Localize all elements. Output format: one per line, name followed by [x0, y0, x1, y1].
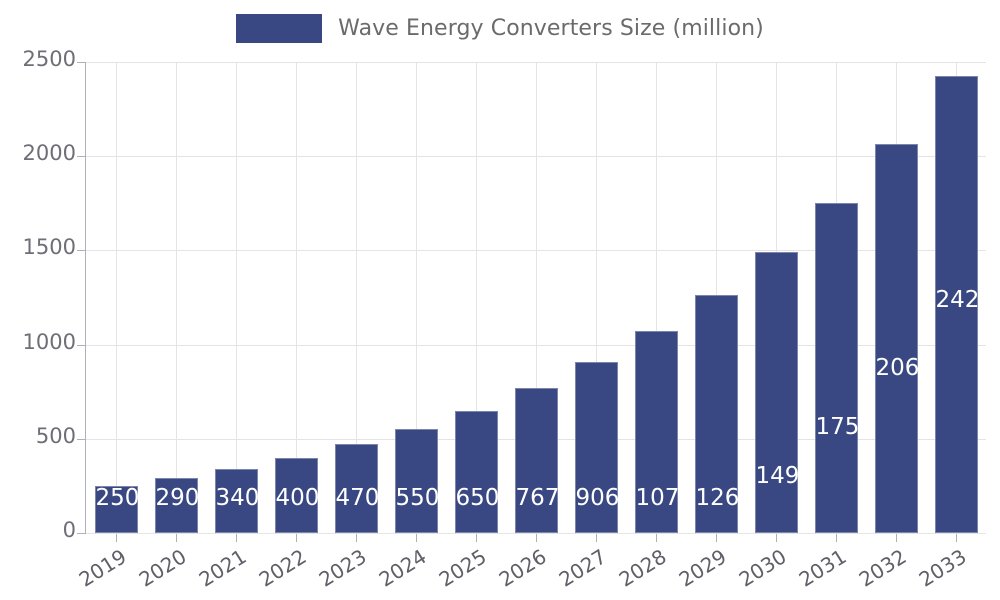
y-axis-tick-label: 2000: [22, 141, 76, 166]
bar[interactable]: [334, 444, 378, 533]
bar-value-label: 400: [275, 485, 320, 511]
x-axis-tick-mark: [596, 534, 597, 542]
x-axis-tick-label: 2028: [614, 544, 671, 592]
x-axis-tick-mark: [716, 534, 717, 542]
x-axis-tick-mark: [416, 534, 417, 542]
x-axis-tick-label: 2024: [374, 544, 431, 592]
gridline-vertical: [176, 62, 177, 533]
x-axis-tick-mark: [116, 534, 117, 542]
legend-label-wave-energy-converters-size: Wave Energy Converters Size (million): [338, 15, 764, 41]
x-axis-tick-label: 2023: [314, 544, 371, 592]
gridline-horizontal: [86, 533, 986, 534]
y-axis-tick-label: 1000: [22, 329, 76, 354]
bar[interactable]: [934, 75, 978, 533]
y-axis-tick-label: 2500: [22, 47, 76, 71]
x-axis-tick-mark: [476, 534, 477, 542]
gridline-vertical: [116, 62, 117, 533]
x-axis-tick-label: 2031: [794, 544, 851, 592]
x-axis-tick-mark: [236, 534, 237, 542]
bar-value-label: 906: [575, 485, 620, 511]
bar[interactable]: [394, 429, 438, 533]
y-axis-tick-mark: [77, 344, 85, 346]
bar-value-label: 470: [335, 485, 380, 511]
x-axis-tick-mark: [356, 534, 357, 542]
gridline-vertical: [236, 62, 237, 533]
gridline-vertical: [476, 62, 477, 533]
bar-value-label: 2065: [875, 354, 935, 381]
bar[interactable]: [754, 252, 798, 533]
y-axis-tick-mark: [77, 438, 85, 440]
bar[interactable]: [514, 388, 558, 533]
gridline-vertical: [596, 62, 597, 533]
x-axis-tick-label: 2025: [434, 544, 491, 592]
bar[interactable]: [574, 362, 618, 533]
x-axis-tick-mark: [296, 534, 297, 542]
y-axis-tick-label: 500: [35, 423, 76, 448]
gridline-vertical: [296, 62, 297, 533]
bar[interactable]: [154, 478, 198, 533]
bar[interactable]: [694, 294, 738, 533]
bar-value-label: 250: [95, 485, 140, 511]
x-axis-tick-label: 2029: [674, 544, 731, 592]
bar[interactable]: [874, 143, 918, 533]
bar[interactable]: [814, 202, 858, 533]
bar-value-label: 650: [455, 485, 500, 511]
bar-value-label: 550: [395, 485, 440, 511]
x-axis-tick-label: 2019: [74, 544, 131, 592]
bar-value-label: 1265: [695, 485, 755, 511]
bar[interactable]: [274, 457, 318, 533]
bar-value-label: 1071: [635, 485, 695, 511]
gridline-vertical: [536, 62, 537, 533]
y-axis-spine: [85, 62, 86, 534]
x-axis-tick-label: 2021: [194, 544, 251, 592]
bar-value-label: 2428: [935, 286, 995, 313]
y-axis-tick-mark: [77, 250, 85, 252]
gridline-vertical: [356, 62, 357, 533]
bar-value-label: 290: [155, 485, 200, 511]
x-axis-tick-mark: [896, 534, 897, 542]
bar-value-label: 767: [515, 485, 560, 511]
bar-value-label: 1490: [755, 463, 815, 490]
x-axis-tick-label: 2033: [914, 544, 971, 592]
x-axis-tick-mark: [836, 534, 837, 542]
y-axis-tick-mark: [77, 156, 85, 158]
chart-legend: Wave Energy Converters Size (million): [0, 10, 1000, 46]
bar[interactable]: [634, 331, 678, 533]
gridline-vertical: [656, 62, 657, 533]
x-axis-tick-mark: [776, 534, 777, 542]
x-axis-tick-mark: [656, 534, 657, 542]
gridline-vertical: [416, 62, 417, 533]
x-axis-tick-label: 2020: [134, 544, 191, 592]
y-axis-tick-mark: [77, 533, 85, 534]
x-axis-tick-mark: [536, 534, 537, 542]
legend-swatch-wave-energy-converters-size: [236, 13, 323, 43]
bar[interactable]: [94, 485, 138, 533]
x-axis-tick-label: 2030: [734, 544, 791, 592]
x-axis-tick-mark: [176, 534, 177, 542]
x-axis-tick-label: 2022: [254, 544, 311, 592]
y-axis-tick-label: 0: [62, 518, 76, 542]
y-axis-tick-label: 1500: [22, 235, 76, 260]
y-axis-tick-mark: [77, 62, 85, 63]
x-axis-tick-label: 2032: [854, 544, 911, 592]
x-axis-tick-label: 2027: [554, 544, 611, 592]
bar-value-label: 1754: [815, 413, 875, 440]
x-axis-tick-mark: [956, 534, 957, 542]
bar[interactable]: [214, 468, 258, 533]
bar[interactable]: [454, 410, 498, 533]
x-axis-tick-label: 2026: [494, 544, 551, 592]
bar-value-label: 340: [215, 485, 260, 511]
